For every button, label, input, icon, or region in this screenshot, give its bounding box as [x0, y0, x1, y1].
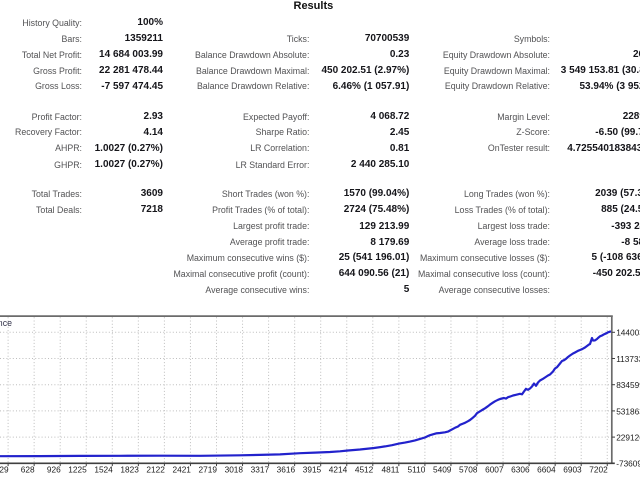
svg-text:-736093: -736093	[616, 459, 640, 469]
svg-text:5318632: 5318632	[616, 406, 640, 416]
svg-text:Balance: Balance	[0, 318, 12, 328]
svg-text:5110: 5110	[408, 464, 426, 474]
svg-text:3018: 3018	[225, 464, 244, 474]
svg-text:4512: 4512	[355, 464, 374, 474]
svg-text:2719: 2719	[199, 464, 218, 474]
svg-text:1225: 1225	[68, 464, 87, 474]
svg-text:5409: 5409	[433, 464, 452, 474]
svg-text:6604: 6604	[537, 464, 556, 474]
svg-text:6903: 6903	[563, 464, 582, 474]
svg-text:11373392: 11373392	[616, 354, 640, 364]
svg-text:8345992: 8345992	[616, 380, 640, 390]
svg-text:5708: 5708	[459, 464, 478, 474]
svg-text:4214: 4214	[329, 464, 348, 474]
svg-text:2291262: 2291262	[616, 433, 640, 443]
svg-text:4811: 4811	[382, 464, 400, 474]
svg-text:7202: 7202	[589, 464, 608, 474]
svg-text:1524: 1524	[94, 464, 113, 474]
svg-text:3317: 3317	[251, 464, 270, 474]
svg-text:2421: 2421	[172, 464, 191, 474]
svg-text:1823: 1823	[120, 464, 139, 474]
svg-text:6306: 6306	[511, 464, 530, 474]
svg-text:926: 926	[47, 464, 61, 474]
svg-text:3616: 3616	[277, 464, 296, 474]
svg-text:14400392: 14400392	[616, 328, 640, 338]
svg-text:3915: 3915	[303, 464, 322, 474]
svg-text:2122: 2122	[146, 464, 165, 474]
svg-text:6007: 6007	[485, 464, 504, 474]
svg-text:628: 628	[21, 464, 35, 474]
svg-text:329: 329	[0, 464, 9, 474]
